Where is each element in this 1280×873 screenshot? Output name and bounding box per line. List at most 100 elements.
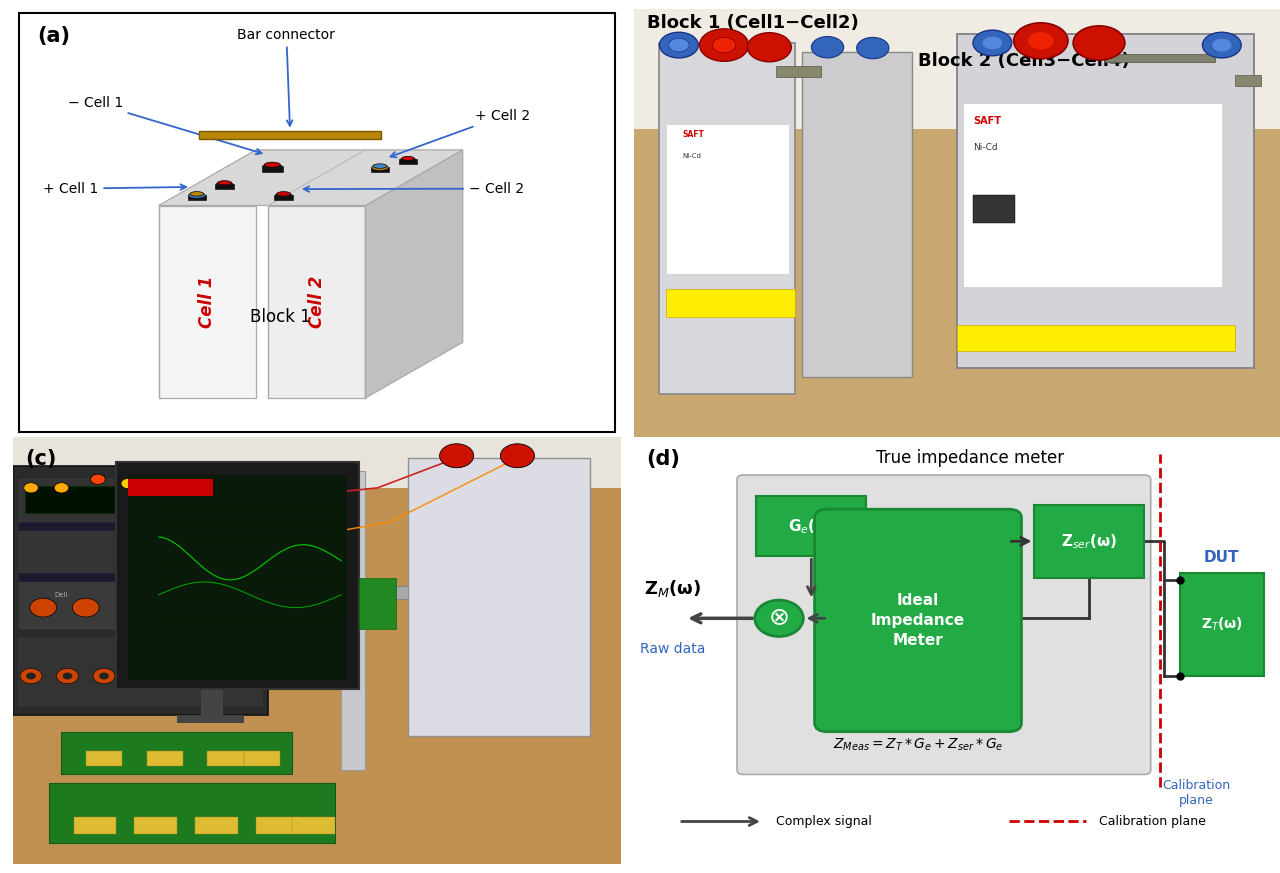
Text: (d): (d): [646, 450, 681, 470]
Bar: [207, 751, 243, 766]
Text: (c): (c): [26, 450, 56, 470]
Bar: [256, 817, 298, 835]
Bar: [13, 436, 621, 488]
Circle shape: [56, 669, 78, 684]
Bar: [1180, 574, 1263, 676]
FancyBboxPatch shape: [814, 509, 1021, 732]
Circle shape: [26, 672, 36, 679]
Circle shape: [500, 443, 535, 468]
Circle shape: [24, 483, 38, 493]
Bar: [269, 205, 366, 398]
FancyBboxPatch shape: [10, 498, 150, 622]
Text: Calibration plane: Calibration plane: [1100, 815, 1206, 828]
Circle shape: [172, 672, 182, 679]
Bar: [1034, 505, 1144, 578]
Text: 0.0 mW: 0.0 mW: [37, 508, 54, 512]
Bar: [19, 531, 262, 574]
Bar: [801, 52, 911, 376]
Text: Complex signal: Complex signal: [776, 815, 872, 828]
Circle shape: [713, 38, 736, 52]
Bar: [159, 505, 340, 616]
Text: G$_e$(ω): G$_e$(ω): [787, 517, 835, 536]
Text: Ni-Cd: Ni-Cd: [973, 143, 997, 152]
Circle shape: [99, 672, 109, 679]
Bar: [196, 817, 238, 835]
Text: ⊗: ⊗: [768, 607, 790, 630]
Bar: [666, 124, 788, 274]
Circle shape: [1073, 26, 1125, 60]
Circle shape: [122, 598, 147, 617]
Circle shape: [239, 672, 248, 679]
Bar: [19, 637, 262, 706]
Circle shape: [659, 32, 699, 58]
Text: + Cell 2: + Cell 2: [390, 109, 530, 157]
Bar: [19, 582, 262, 629]
Bar: [973, 195, 1015, 223]
Text: Z$_T$(ω): Z$_T$(ω): [1201, 616, 1243, 634]
Bar: [964, 103, 1222, 286]
Circle shape: [209, 672, 219, 679]
Bar: [243, 751, 280, 766]
Text: Z$_{ser}$(ω): Z$_{ser}$(ω): [1061, 532, 1117, 551]
Text: SAFT: SAFT: [973, 116, 1001, 127]
Text: Block 1 (Cell1−Cell2): Block 1 (Cell1−Cell2): [646, 14, 859, 32]
Text: DUT: DUT: [1204, 550, 1239, 565]
Ellipse shape: [401, 157, 416, 162]
Ellipse shape: [755, 600, 804, 636]
Bar: [128, 475, 347, 680]
FancyBboxPatch shape: [737, 475, 1151, 774]
Circle shape: [129, 669, 151, 684]
Circle shape: [439, 443, 474, 468]
Circle shape: [233, 669, 255, 684]
Bar: [13, 466, 269, 714]
Bar: [61, 732, 293, 774]
Bar: [399, 160, 417, 164]
Circle shape: [983, 37, 1002, 50]
Ellipse shape: [275, 193, 292, 198]
Circle shape: [700, 29, 749, 61]
Bar: [957, 34, 1254, 368]
Bar: [634, 128, 1280, 436]
Ellipse shape: [264, 162, 280, 168]
Text: − Cell 2: − Cell 2: [303, 182, 524, 196]
Bar: [19, 513, 141, 616]
Circle shape: [1212, 38, 1231, 52]
Text: Z$_M$(ω): Z$_M$(ω): [644, 578, 701, 599]
Circle shape: [122, 478, 136, 489]
Text: Ideal
Impedance
Meter: Ideal Impedance Meter: [870, 593, 965, 648]
Bar: [116, 462, 360, 689]
Bar: [1235, 75, 1261, 86]
Text: Cell 2: Cell 2: [307, 276, 326, 328]
Bar: [634, 9, 1280, 128]
Text: True impedance meter: True impedance meter: [876, 450, 1064, 467]
Circle shape: [748, 32, 791, 62]
Circle shape: [212, 598, 239, 617]
Circle shape: [1202, 32, 1242, 58]
Bar: [188, 195, 206, 200]
Bar: [215, 184, 234, 189]
Ellipse shape: [216, 182, 233, 187]
Circle shape: [973, 30, 1011, 56]
Bar: [198, 131, 381, 139]
Circle shape: [20, 669, 42, 684]
Text: − Cell 1: − Cell 1: [68, 96, 261, 155]
Circle shape: [170, 598, 196, 617]
Circle shape: [1014, 23, 1068, 58]
Text: Cell 1: Cell 1: [198, 276, 216, 328]
Bar: [146, 751, 183, 766]
Circle shape: [202, 669, 224, 684]
Ellipse shape: [372, 164, 387, 168]
Circle shape: [54, 483, 69, 493]
Ellipse shape: [189, 192, 204, 196]
Circle shape: [166, 669, 188, 684]
Bar: [342, 587, 426, 599]
Ellipse shape: [276, 192, 291, 196]
Bar: [756, 497, 867, 556]
Bar: [274, 195, 293, 200]
Text: Calibration
plane: Calibration plane: [1162, 779, 1230, 807]
Text: Block 2 (Cell3−Cell4): Block 2 (Cell3−Cell4): [918, 52, 1130, 70]
Circle shape: [91, 474, 105, 485]
Text: 0.0 mV: 0.0 mV: [37, 496, 54, 501]
Text: + Cell 1: + Cell 1: [44, 182, 186, 196]
Bar: [370, 168, 389, 172]
